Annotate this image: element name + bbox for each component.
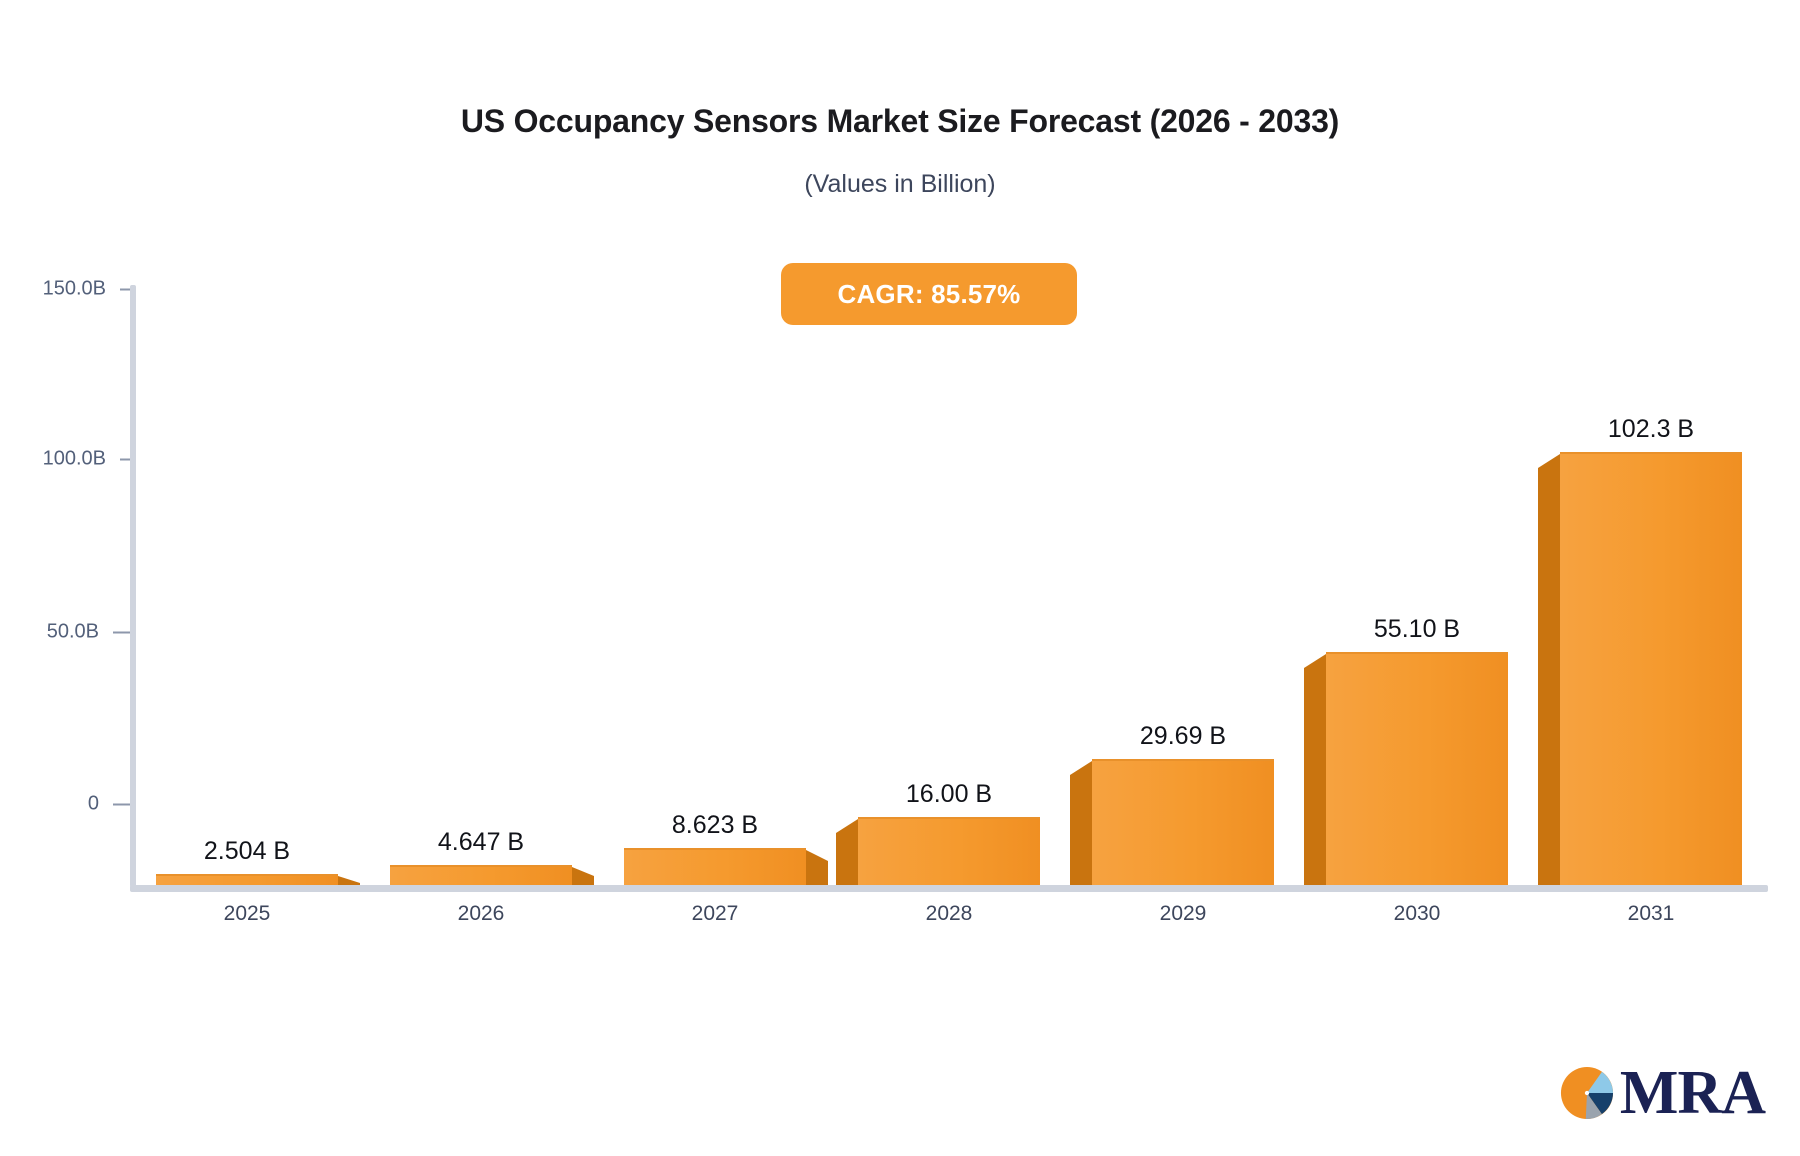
- bar-series: 2.504 B 2025 4.647 B 2026 8.623 B: [130, 290, 1768, 925]
- bar-group-2027: 8.623 B 2027: [598, 290, 832, 925]
- y-axis-tick-150: 150.0B: [43, 278, 130, 301]
- bar-value-label: 55.10 B: [1373, 615, 1461, 643]
- mra-logo: MRA: [1556, 1059, 1766, 1127]
- x-axis-label-2027: 2027: [691, 902, 739, 925]
- bar-value-label: 16.00 B: [905, 780, 993, 808]
- cagr-badge: CAGR: 85.57%: [781, 263, 1077, 325]
- y-axis-tick-label: 150.0B: [42, 277, 106, 300]
- bar-side-shadow: [836, 819, 858, 885]
- y-axis-tick-dash: [120, 288, 130, 290]
- bar-group-2029: 29.69 B 2029: [1066, 290, 1300, 925]
- bar-side-shadow: [1070, 761, 1092, 885]
- bar-2027[interactable]: [624, 848, 828, 885]
- bar-group-2030: 55.10 B 2030: [1300, 290, 1534, 925]
- y-axis-tick-dash: [113, 631, 130, 633]
- bar-2030[interactable]: [1304, 652, 1508, 885]
- bar-wrap: 29.69 B: [1070, 722, 1274, 885]
- y-axis-tick-50: 50.0B: [47, 621, 130, 644]
- y-axis-tick-100: 100.0B: [43, 448, 130, 471]
- bar-wrap: 4.647 B: [390, 828, 594, 885]
- cagr-badge-label: CAGR: 85.57%: [837, 278, 1021, 309]
- y-axis-tick-dash: [113, 803, 130, 805]
- plot-area: 150.0B 100.0B 50.0B 0 2.504 B 2025 4.647…: [43, 278, 1768, 925]
- pie-chart-icon: [1560, 1066, 1613, 1120]
- bar-wrap: 2.504 B: [156, 837, 360, 885]
- bar-2026[interactable]: [390, 865, 594, 885]
- y-axis-tick-label: 100.0B: [42, 447, 106, 470]
- y-axis-tick-label: 0: [87, 792, 99, 815]
- chart-subtitle: (Values in Billion): [804, 170, 996, 198]
- x-axis-label-2029: 2029: [1159, 902, 1207, 925]
- bar-side-shadow: [338, 876, 360, 885]
- y-axis-tick-0: 0: [88, 793, 130, 816]
- bar-value-label: 29.69 B: [1139, 722, 1227, 750]
- y-axis-line: [130, 285, 136, 887]
- bar-2028[interactable]: [836, 817, 1040, 885]
- logo-text: MRA: [1619, 1059, 1766, 1127]
- bar-side-shadow: [806, 850, 828, 885]
- bar-wrap: 8.623 B: [624, 811, 828, 885]
- chart-title: US Occupancy Sensors Market Size Forecas…: [460, 103, 1340, 139]
- bar-group-2025: 2.504 B 2025: [130, 290, 364, 925]
- bar-wrap: 55.10 B: [1304, 615, 1508, 885]
- x-axis-line: [130, 885, 1768, 892]
- y-axis-tick-label: 50.0B: [46, 620, 99, 643]
- x-axis-label-2026: 2026: [457, 902, 505, 925]
- bar-wrap: 102.3 B: [1538, 415, 1742, 885]
- bar-side-shadow: [1304, 654, 1326, 885]
- y-axis-tick-dash: [120, 458, 130, 460]
- bar-group-2026: 4.647 B 2026: [364, 290, 598, 925]
- bar-value-label: 102.3 B: [1607, 415, 1695, 443]
- bar-value-label: 8.623 B: [671, 811, 759, 839]
- bar-value-label: 2.504 B: [203, 837, 291, 865]
- bar-2031[interactable]: [1538, 452, 1742, 885]
- bar-value-label: 4.647 B: [437, 828, 525, 856]
- bar-wrap: 16.00 B: [836, 780, 1040, 885]
- x-axis-label-2030: 2030: [1393, 902, 1441, 925]
- bar-2025[interactable]: [156, 874, 360, 885]
- bar-2029[interactable]: [1070, 759, 1274, 885]
- x-axis-label-2031: 2031: [1627, 902, 1675, 925]
- bar-group-2028: 16.00 B 2028: [832, 290, 1066, 925]
- x-axis-label-2025: 2025: [223, 902, 271, 925]
- x-axis-label-2028: 2028: [925, 902, 973, 925]
- bar-side-shadow: [1538, 454, 1560, 885]
- bar-side-shadow: [572, 867, 594, 885]
- bar-group-2031: 102.3 B 2031: [1534, 290, 1768, 925]
